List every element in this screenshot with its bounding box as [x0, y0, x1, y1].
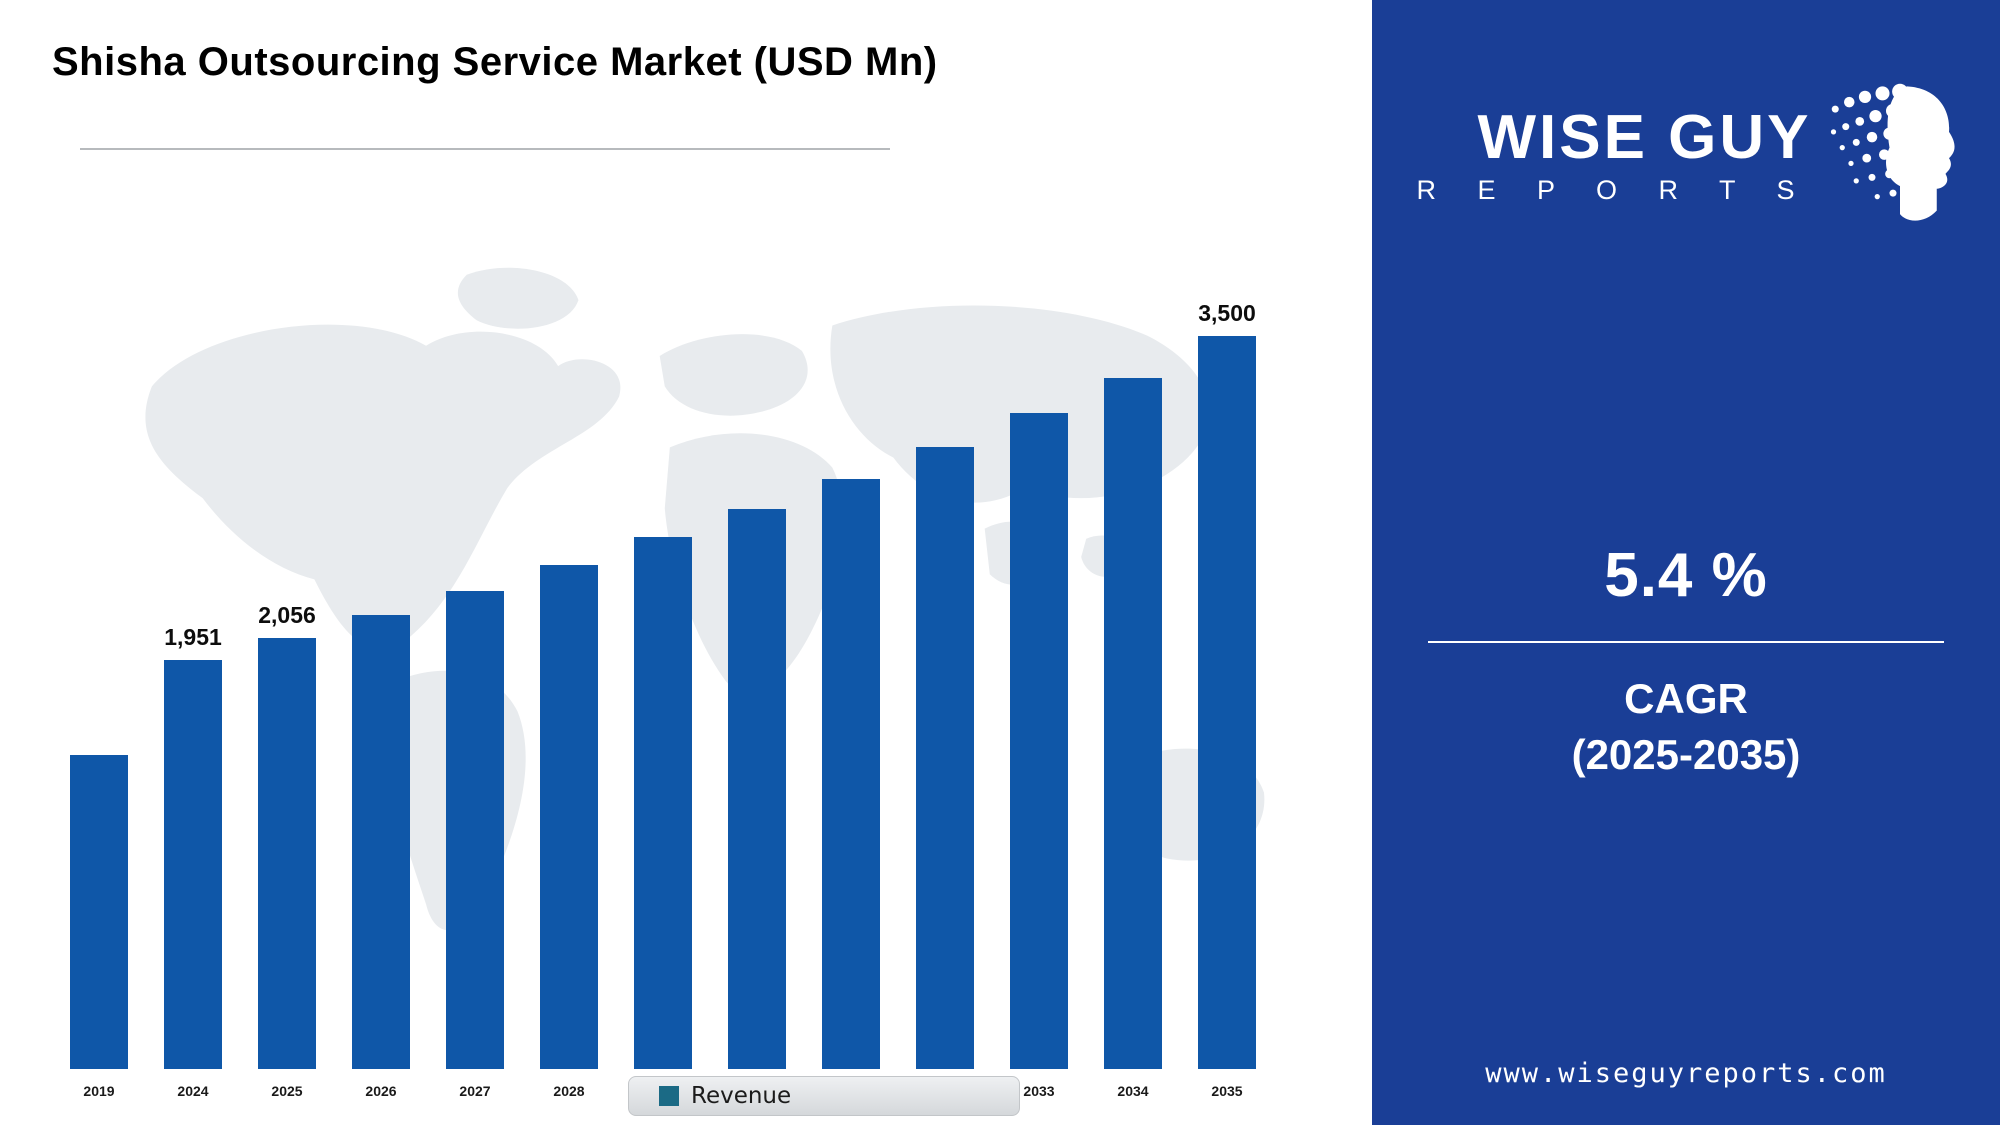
bar-column: 2034 [1086, 342, 1180, 1105]
cagr-label: CAGR [1624, 675, 1748, 722]
logo-text-reports: R E P O R T S [1416, 174, 1812, 205]
bar-year-label: 2019 [83, 1083, 115, 1099]
bar-column: 2030 [710, 473, 804, 1105]
bar-value-label: 3,500 [1198, 300, 1256, 326]
legend: Revenue [628, 1076, 1020, 1116]
cagr-divider [1428, 641, 1944, 643]
bar-2029 [634, 537, 692, 1069]
bar-year-label: 2024 [177, 1083, 209, 1099]
bar-chart: 20191,95120242,0562025202620272028202920… [52, 300, 1274, 1105]
bar-column: 2027 [428, 555, 522, 1105]
logo-text: WISE GUY R E P O R T S [1416, 105, 1811, 205]
bar-year-label: 2025 [271, 1083, 303, 1099]
bar-2033 [1010, 413, 1068, 1069]
bar-year-label: 2027 [459, 1083, 491, 1099]
bar-2031 [822, 479, 880, 1069]
bar-2030 [728, 509, 786, 1069]
bar-2035 [1198, 336, 1256, 1069]
brand-panel: WISE GUY R E P O R T S [1372, 0, 2000, 1125]
bar-value-label: 1,951 [164, 624, 222, 650]
legend-swatch [659, 1086, 679, 1106]
bar-column: 2033 [992, 377, 1086, 1105]
bar-column: 2031 [804, 443, 898, 1105]
bar-2019 [70, 755, 128, 1069]
bar-value-label: 2,056 [258, 602, 316, 628]
bar-column: 2028 [522, 529, 616, 1105]
cagr-period: (2025-2035) [1571, 731, 1801, 778]
bar-column: 1,951 2024 [146, 624, 240, 1105]
bar-year-label: 2035 [1211, 1083, 1243, 1099]
bar-2028 [540, 565, 598, 1069]
bar-2027 [446, 591, 504, 1069]
bar-2025 [258, 638, 316, 1069]
logo-head-dots-icon [1830, 83, 1955, 221]
cagr-block: 5.4 % CAGR (2025-2035) [1428, 540, 1944, 779]
bar-column: 2019 [52, 719, 146, 1105]
logo-text-wise-guy: WISE GUY [1477, 103, 1812, 173]
bar-year-label: 2033 [1023, 1083, 1055, 1099]
bar-year-label: 2026 [365, 1083, 397, 1099]
chart-title: Shisha Outsourcing Service Market (USD M… [52, 40, 938, 84]
bar-year-label: 2034 [1117, 1083, 1149, 1099]
wiseguy-logo: WISE GUY R E P O R T S [1372, 78, 2000, 233]
bar-year-label: 2028 [553, 1083, 585, 1099]
title-divider [80, 148, 890, 150]
bar-2034 [1104, 378, 1162, 1069]
bar-column: 2,056 2025 [240, 602, 334, 1105]
cagr-value: 5.4 % [1604, 541, 1768, 610]
bar-column: 2032 [898, 411, 992, 1105]
bar-column: 3,500 2035 [1180, 300, 1274, 1105]
bar-2026 [352, 615, 410, 1069]
legend-label: Revenue [691, 1083, 792, 1109]
website-url[interactable]: www.wiseguyreports.com [1485, 1058, 1887, 1089]
bar-column: 2026 [334, 579, 428, 1105]
bar-2024 [164, 660, 222, 1069]
bar-2032 [916, 447, 974, 1069]
bar-column: 2029 [616, 501, 710, 1105]
